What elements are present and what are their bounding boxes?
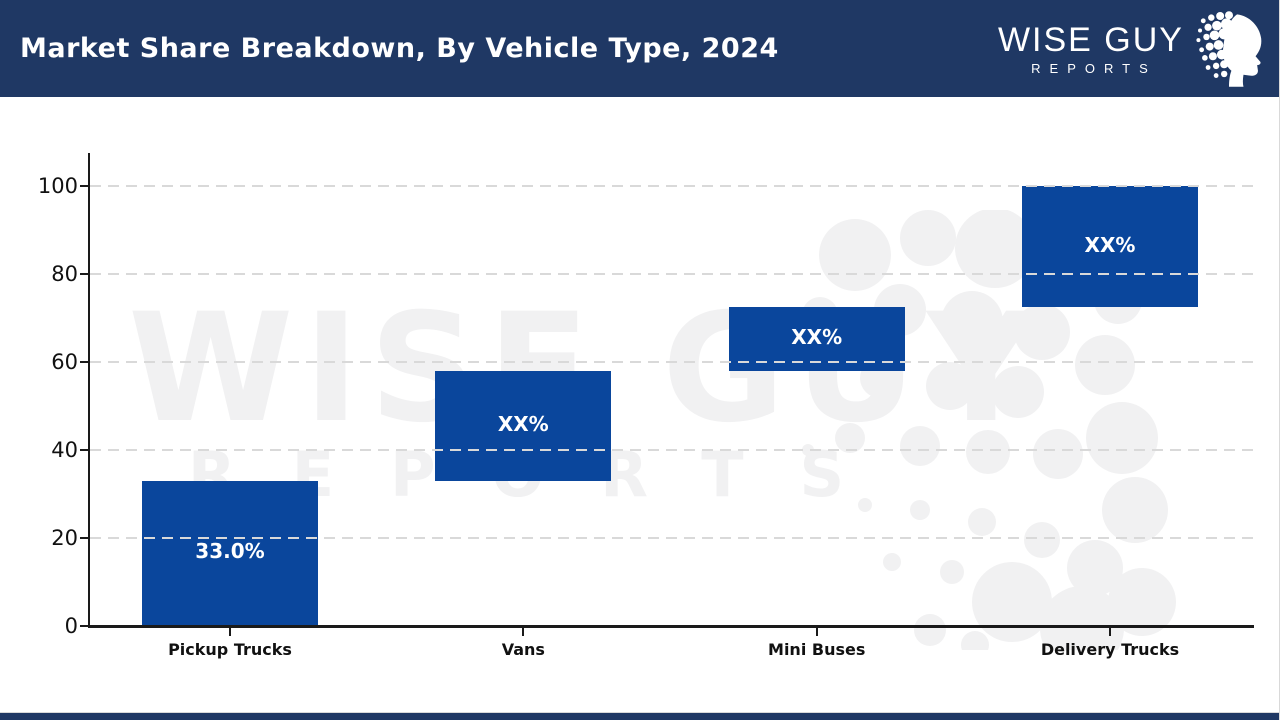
- y-tick-label-40: 40: [51, 438, 78, 462]
- y-tick-mark-40: [80, 449, 89, 451]
- bar-value-label-vans: XX%: [497, 411, 549, 436]
- gridline-20: [90, 537, 1253, 539]
- y-tick-mark-60: [80, 361, 89, 363]
- gridline-60: [90, 361, 1253, 363]
- bar-delivery-trucks: [1022, 186, 1198, 307]
- gridline-100: [90, 185, 1253, 187]
- y-tick-mark-0: [80, 625, 89, 627]
- bar-value-label-delivery-trucks: XX%: [1084, 232, 1136, 257]
- y-tick-label-100: 100: [37, 174, 78, 198]
- logo-tagline: REPORTS: [1031, 60, 1157, 76]
- gridline-40: [90, 449, 1253, 451]
- x-tick-label-delivery-trucks: Delivery Trucks: [1040, 640, 1180, 659]
- bar-mini-buses: [728, 307, 905, 371]
- y-tick-mark-100: [80, 185, 89, 187]
- bar-value-label-pickup-trucks: 33.0%: [195, 539, 265, 564]
- header-banner: Market Share Breakdown, By Vehicle Type,…: [0, 0, 1279, 97]
- x-tick-mark-delivery-trucks: [1109, 628, 1111, 636]
- y-tick-mark-80: [80, 273, 89, 275]
- bar-vans: [435, 370, 612, 481]
- y-tick-label-80: 80: [51, 262, 78, 286]
- page-title: Market Share Breakdown, By Vehicle Type,…: [20, 33, 779, 64]
- x-axis-line: [88, 625, 1254, 628]
- y-axis-line: [88, 153, 90, 628]
- x-tick-mark-pickup-trucks: [229, 628, 231, 636]
- footer-bar: [0, 713, 1279, 720]
- bar-pickup-trucks: [142, 480, 318, 626]
- y-tick-label-0: 0: [64, 614, 78, 638]
- gridline-80: [90, 273, 1253, 275]
- x-tick-label-vans: Vans: [501, 640, 545, 659]
- bar-value-label-mini-buses: XX%: [791, 324, 843, 349]
- y-tick-label-20: 20: [51, 526, 78, 550]
- footer-divider: [0, 712, 1279, 713]
- logo-text: WISE GUY REPORTS: [998, 23, 1184, 75]
- y-tick-mark-20: [80, 537, 89, 539]
- x-tick-label-pickup-trucks: Pickup Trucks: [168, 640, 292, 659]
- x-tick-mark-vans: [522, 628, 525, 636]
- wise-guy-reports-logo: WISE GUY REPORTS: [998, 9, 1279, 89]
- y-tick-label-60: 60: [51, 350, 78, 374]
- logo-head-icon: [1196, 10, 1262, 87]
- x-tick-mark-mini-buses: [815, 628, 818, 636]
- logo-name: WISE GUY: [997, 20, 1184, 59]
- x-tick-label-mini-buses: Mini Buses: [768, 640, 866, 659]
